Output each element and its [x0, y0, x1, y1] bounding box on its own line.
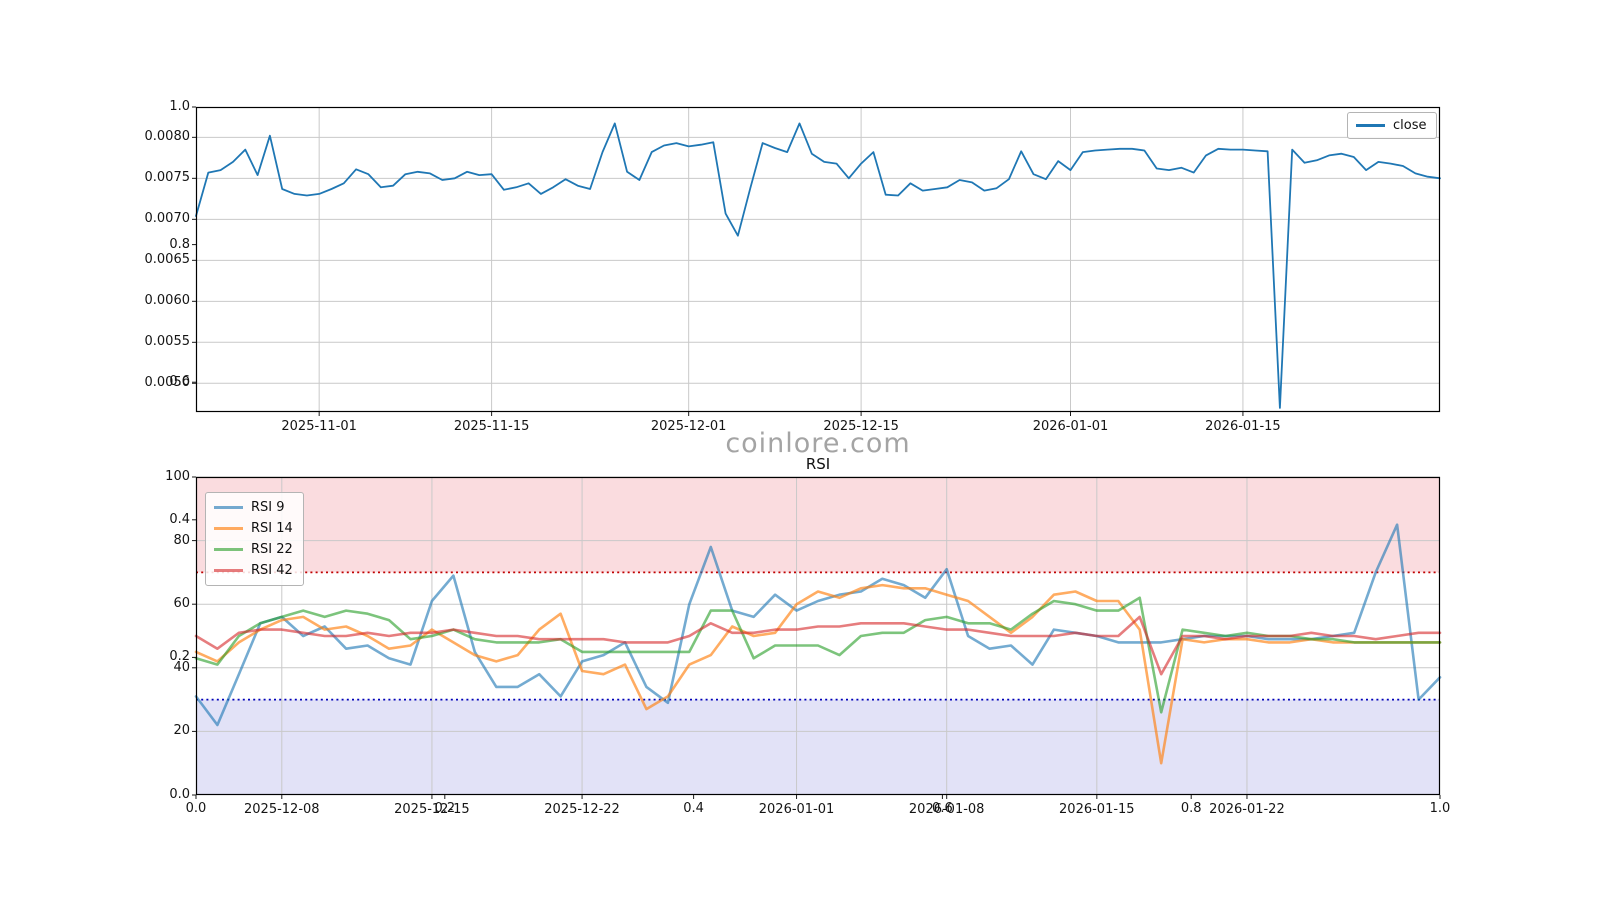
rsi14-line-swatch	[214, 526, 243, 531]
rsi22-line-swatch	[214, 547, 243, 552]
rsi9-legend-label: RSI 9	[251, 500, 285, 515]
rsi-chart-title: RSI	[805, 455, 831, 473]
price-legend: close	[1347, 112, 1438, 139]
rsi42-legend-label: RSI 42	[251, 563, 293, 578]
rsi22-legend-label: RSI 22	[251, 542, 293, 557]
rsi14-legend-label: RSI 14	[251, 521, 293, 536]
close-legend-label: close	[1393, 118, 1427, 133]
watermark: coinlore.com	[725, 428, 911, 459]
rsi42-line	[194, 615, 1442, 676]
rsi42-line-swatch	[214, 568, 243, 573]
rsi9-line-swatch	[214, 505, 243, 510]
axes-spine	[195, 106, 1441, 413]
close-line-swatch	[1356, 124, 1385, 127]
legend-item-rsi42: RSI 42	[214, 560, 293, 581]
legend-item-rsi14: RSI 14	[214, 518, 293, 539]
legend-item-close: close	[1356, 117, 1426, 134]
overbought-band	[196, 477, 1440, 573]
legend-item-rsi9: RSI 9	[214, 497, 293, 518]
rsi-legend: RSI 9 RSI 14 RSI 22 RSI 42	[205, 492, 304, 586]
oversold-band	[196, 699, 1440, 795]
legend-item-rsi22: RSI 22	[214, 539, 293, 560]
axes-spine	[195, 476, 1441, 796]
close-line	[195, 122, 1441, 409]
